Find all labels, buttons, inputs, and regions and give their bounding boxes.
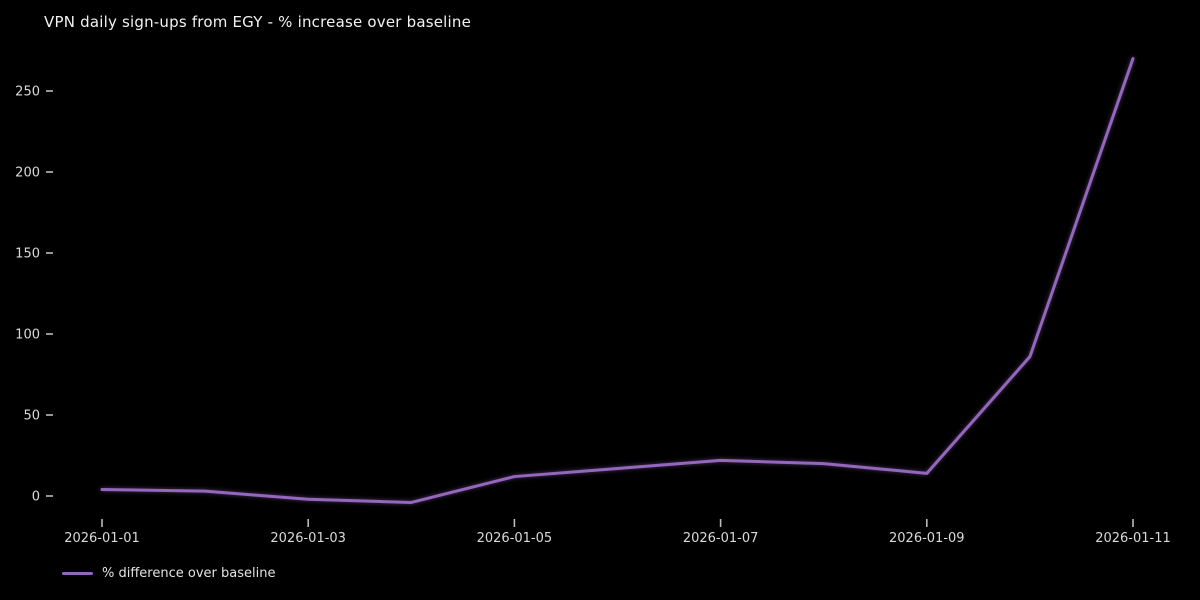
legend: % difference over baseline (62, 566, 275, 581)
x-tick-label: 2026-01-03 (270, 531, 346, 546)
y-tick-label: 150 (15, 247, 40, 262)
x-tick-label: 2026-01-09 (889, 531, 965, 546)
y-tick-label: 100 (15, 328, 40, 343)
y-tick-label: 0 (32, 490, 40, 505)
y-tick-label: 200 (15, 166, 40, 181)
x-tick-label: 2026-01-11 (1095, 531, 1171, 546)
x-tick-label: 2026-01-05 (477, 531, 553, 546)
legend-line-swatch (62, 572, 93, 575)
x-tick-label: 2026-01-01 (64, 531, 140, 546)
legend-label: % difference over baseline (102, 566, 276, 581)
y-tick-label: 250 (15, 85, 40, 100)
y-tick-label: 50 (23, 409, 40, 424)
x-tick-label: 2026-01-07 (683, 531, 759, 546)
chart-title: VPN daily sign-ups from EGY - % increase… (44, 13, 472, 31)
data-line (100, 57, 1135, 504)
